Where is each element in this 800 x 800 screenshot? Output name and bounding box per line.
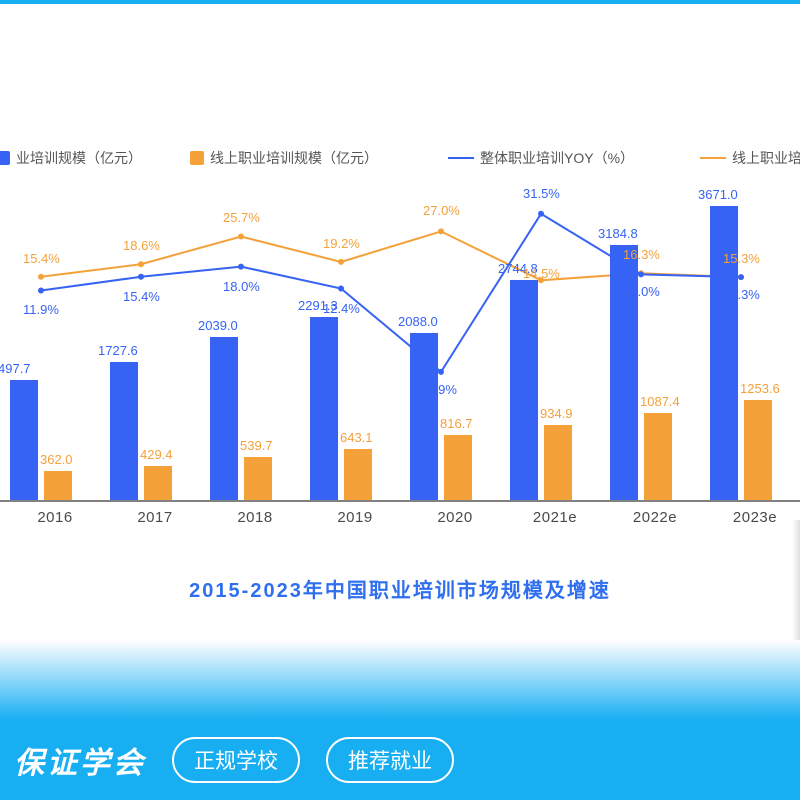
line-online-yoy-point bbox=[438, 228, 444, 234]
bar-online-label: 1087.4 bbox=[640, 394, 680, 409]
line-total-yoy-label: 18.0% bbox=[223, 279, 260, 294]
footer-tag-2: 推荐就业 bbox=[326, 737, 454, 783]
footer-gradient bbox=[0, 640, 800, 720]
line-total-yoy-point bbox=[338, 286, 344, 292]
line-total-yoy-label: -8.9% bbox=[423, 382, 457, 397]
line-online-yoy-label: 27.0% bbox=[423, 203, 460, 218]
line-total-yoy-label: 31.5% bbox=[523, 186, 560, 201]
legend-item: 业培训规模（亿元） bbox=[0, 148, 142, 168]
bar-online-label: 643.1 bbox=[340, 430, 373, 445]
line-online-yoy-label: 25.7% bbox=[223, 210, 260, 225]
bar-total bbox=[10, 380, 38, 500]
line-online-yoy-label: 19.2% bbox=[323, 236, 360, 251]
x-tick-label: 2020 bbox=[410, 509, 500, 526]
x-tick-label: 2019 bbox=[310, 509, 400, 526]
bar-total bbox=[610, 245, 638, 500]
bar-online bbox=[344, 449, 372, 500]
bar-total-label: 2088.0 bbox=[398, 314, 438, 329]
line-total-yoy-point bbox=[738, 274, 744, 280]
legend-item: 线上职业培训规模（亿元） bbox=[190, 148, 378, 168]
x-tick-label: 2016 bbox=[10, 509, 100, 526]
bar-total-label: 2039.0 bbox=[198, 318, 238, 333]
bar-online bbox=[244, 457, 272, 500]
x-tick-label: 2022e bbox=[610, 509, 700, 526]
line-total-yoy-label: 11.9% bbox=[23, 302, 59, 317]
bar-online-label: 1253.6 bbox=[740, 381, 780, 396]
chart-legend: 业培训规模（亿元） 线上职业培训规模（亿元） 整体职业培训YOY（%） 线上职业培 bbox=[0, 148, 800, 178]
chart-plot: 497.7 362.0 2016 1727.6 429.4 2017 2039.0 539.7… bbox=[0, 194, 800, 524]
x-tick-label: 2023e bbox=[710, 509, 800, 526]
line-online-yoy-label: 18.6% bbox=[123, 238, 160, 253]
line-total-yoy-point bbox=[638, 271, 644, 277]
bar-online bbox=[744, 400, 772, 500]
line-total-yoy-label: 15.3% bbox=[723, 287, 760, 302]
line-total-yoy-label: 16.0% bbox=[623, 284, 660, 299]
bar-online-label: 362.0 bbox=[40, 452, 73, 467]
bar-online bbox=[44, 471, 72, 500]
line-online-yoy-point bbox=[38, 274, 44, 280]
bar-online bbox=[544, 425, 572, 500]
bar-online-label: 539.7 bbox=[240, 438, 273, 453]
line-online-yoy-point bbox=[238, 233, 244, 239]
bar-total bbox=[510, 280, 538, 500]
bar-online bbox=[644, 413, 672, 500]
x-tick-label: 2018 bbox=[210, 509, 300, 526]
line-online-yoy-label: 14.5% bbox=[523, 266, 560, 281]
bar-total bbox=[310, 317, 338, 500]
line-total-yoy-point bbox=[538, 211, 544, 217]
bar-total bbox=[210, 337, 238, 500]
bar-total-label: 1727.6 bbox=[98, 343, 138, 358]
footer-bar: 保证学会 正规学校 推荐就业 bbox=[0, 720, 800, 800]
bar-online-label: 429.4 bbox=[140, 447, 173, 462]
line-total-yoy-point bbox=[38, 287, 44, 293]
line-total-yoy-point bbox=[438, 369, 444, 375]
footer-headline: 保证学会 bbox=[14, 738, 146, 782]
line-total-yoy-label: 15.4% bbox=[123, 289, 160, 304]
line-total-yoy-label: 12.4% bbox=[323, 301, 360, 316]
line-online-yoy-point bbox=[338, 259, 344, 265]
top-blank-area bbox=[0, 0, 800, 134]
bar-online-label: 816.7 bbox=[440, 416, 473, 431]
market-chart: 业培训规模（亿元） 线上职业培训规模（亿元） 整体职业培训YOY（%） 线上职业培 4… bbox=[0, 134, 800, 634]
legend-item: 线上职业培 bbox=[700, 148, 800, 168]
bar-total bbox=[110, 362, 138, 500]
bar-total-label: 3671.0 bbox=[698, 187, 738, 202]
x-axis bbox=[0, 500, 800, 502]
bar-total-label: 497.7 bbox=[0, 361, 31, 376]
line-total-yoy-point bbox=[238, 264, 244, 270]
line-online-yoy-label: 15.4% bbox=[23, 251, 60, 266]
bar-online-label: 934.9 bbox=[540, 406, 573, 421]
bar-total bbox=[410, 333, 438, 500]
right-shadow bbox=[792, 520, 800, 640]
line-total-yoy-point bbox=[138, 274, 144, 280]
bar-total-label: 3184.8 bbox=[598, 226, 638, 241]
x-tick-label: 2021e bbox=[510, 509, 600, 526]
line-online-yoy-label: 15.3% bbox=[723, 251, 760, 266]
footer-tag-1: 正规学校 bbox=[172, 737, 300, 783]
legend-item: 整体职业培训YOY（%） bbox=[448, 148, 634, 168]
line-online-yoy-point bbox=[138, 261, 144, 267]
x-tick-label: 2017 bbox=[110, 509, 200, 526]
bar-online bbox=[444, 435, 472, 500]
bar-online bbox=[144, 466, 172, 500]
chart-title: 2015-2023年中国职业培训市场规模及增速 bbox=[0, 574, 800, 603]
line-online-yoy-label: 16.3% bbox=[623, 247, 660, 262]
